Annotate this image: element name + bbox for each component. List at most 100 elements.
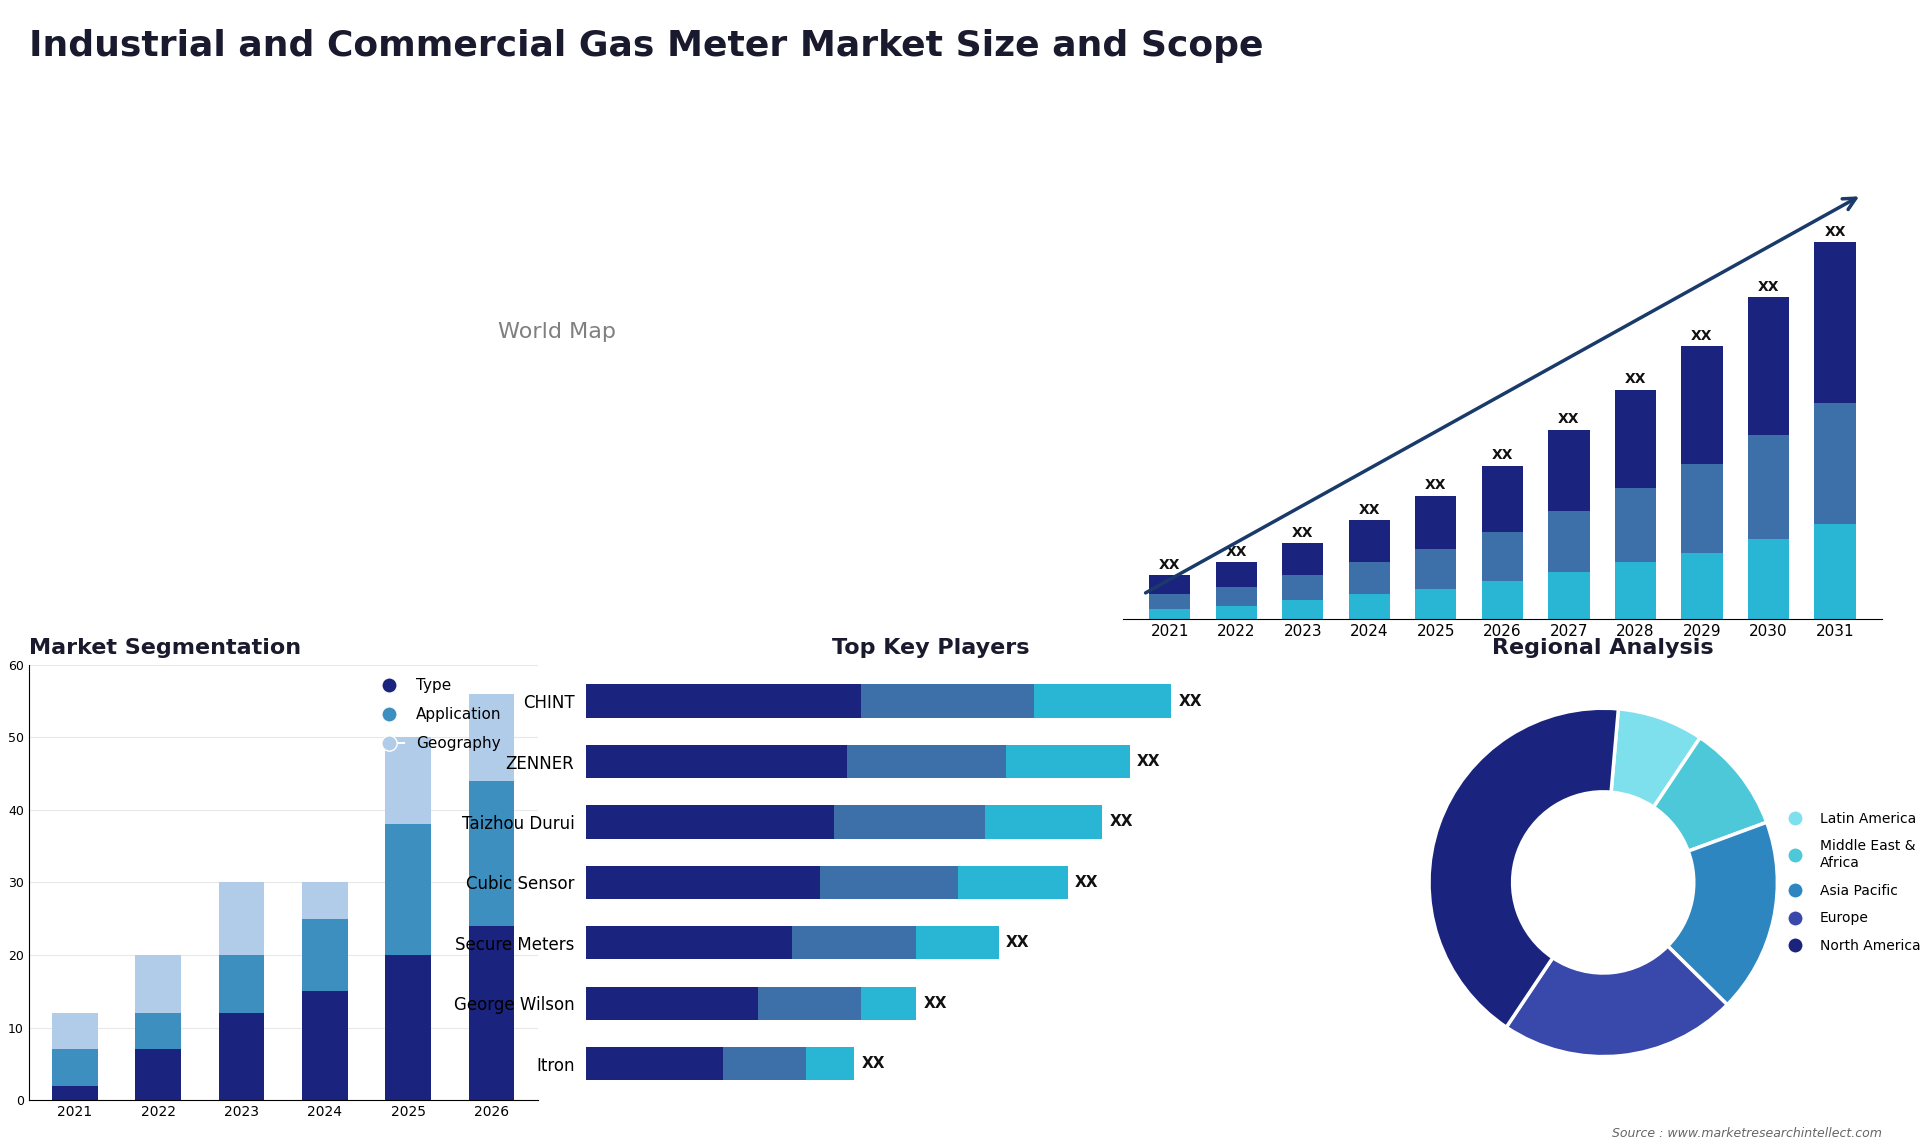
Bar	[301, 882, 348, 919]
Bar	[1682, 346, 1722, 464]
Bar	[1548, 572, 1590, 619]
Bar	[1814, 403, 1855, 524]
Wedge shape	[1428, 708, 1619, 1027]
Bar	[1283, 543, 1323, 575]
Bar	[1415, 549, 1457, 589]
Bar	[586, 987, 758, 1020]
Text: XX: XX	[862, 1057, 885, 1072]
Bar	[1615, 488, 1657, 562]
Legend: Type, Application, Geography: Type, Application, Geography	[367, 673, 507, 758]
Bar	[586, 684, 862, 717]
Bar	[1150, 610, 1190, 619]
Wedge shape	[1507, 945, 1728, 1057]
Text: XX: XX	[1692, 329, 1713, 343]
Bar	[586, 865, 820, 900]
Bar	[985, 806, 1102, 839]
Text: XX: XX	[924, 996, 947, 1011]
Bar	[1150, 595, 1190, 610]
Bar	[862, 684, 1033, 717]
Text: Source : www.marketresearchintellect.com: Source : www.marketresearchintellect.com	[1611, 1128, 1882, 1140]
Bar	[386, 955, 432, 1100]
Text: XX: XX	[1824, 225, 1845, 238]
Bar	[862, 987, 916, 1020]
Title: Regional Analysis: Regional Analysis	[1492, 637, 1715, 658]
Text: XX: XX	[1075, 874, 1098, 890]
Legend: Latin America, Middle East &
Africa, Asia Pacific, Europe, North America: Latin America, Middle East & Africa, Asi…	[1776, 806, 1920, 959]
Bar	[1150, 575, 1190, 595]
Bar	[1682, 552, 1722, 619]
Text: XX: XX	[1757, 280, 1780, 293]
Text: XX: XX	[1292, 526, 1313, 540]
Bar	[833, 806, 985, 839]
Text: XX: XX	[1225, 544, 1248, 558]
Bar	[386, 824, 432, 955]
Bar	[52, 1050, 98, 1085]
Bar	[219, 882, 265, 955]
Bar	[386, 737, 432, 824]
Bar	[586, 806, 833, 839]
Bar	[1548, 511, 1590, 572]
Text: XX: XX	[1006, 935, 1029, 950]
Text: XX: XX	[1624, 372, 1645, 386]
Bar	[1215, 587, 1258, 605]
Bar	[134, 1050, 180, 1100]
Bar	[806, 1047, 854, 1081]
Bar	[1747, 297, 1789, 435]
Text: XX: XX	[1492, 448, 1513, 462]
Bar	[1215, 605, 1258, 619]
Text: Market Segmentation: Market Segmentation	[29, 637, 301, 658]
Bar	[1747, 540, 1789, 619]
Bar	[586, 1047, 724, 1081]
Bar	[1348, 562, 1390, 595]
Bar	[52, 1085, 98, 1100]
Bar	[1415, 496, 1457, 549]
Wedge shape	[1668, 823, 1778, 1005]
Bar	[1482, 532, 1523, 581]
Bar	[793, 926, 916, 959]
Text: XX: XX	[1160, 558, 1181, 572]
Bar	[301, 991, 348, 1100]
Bar	[958, 865, 1068, 900]
Bar	[1033, 684, 1171, 717]
Text: XX: XX	[1359, 503, 1380, 517]
Bar	[1814, 242, 1855, 403]
Text: XX: XX	[1425, 478, 1446, 493]
Bar	[1747, 435, 1789, 540]
Bar	[820, 865, 958, 900]
Bar	[1682, 464, 1722, 552]
Bar	[219, 1013, 265, 1100]
Bar	[1348, 520, 1390, 562]
Bar	[1283, 575, 1323, 599]
Bar	[219, 955, 265, 1013]
Wedge shape	[1611, 709, 1699, 807]
Text: XX: XX	[1559, 413, 1580, 426]
Text: World Map: World Map	[497, 322, 616, 343]
Bar	[724, 1047, 806, 1081]
Bar	[468, 926, 515, 1100]
Wedge shape	[1653, 738, 1766, 851]
Bar	[468, 780, 515, 926]
Bar	[1215, 562, 1258, 587]
Bar	[586, 745, 847, 778]
Text: XX: XX	[1179, 693, 1202, 708]
Bar	[1615, 390, 1657, 488]
Bar	[52, 1013, 98, 1050]
Bar	[586, 926, 793, 959]
Bar	[134, 955, 180, 1013]
Bar	[301, 919, 348, 991]
Bar	[134, 1013, 180, 1050]
Bar	[847, 745, 1006, 778]
Bar	[1415, 589, 1457, 619]
Bar	[1348, 595, 1390, 619]
Text: XX: XX	[1137, 754, 1160, 769]
Title: Top Key Players: Top Key Players	[833, 637, 1029, 658]
Bar	[1548, 430, 1590, 511]
Bar	[916, 926, 998, 959]
Bar	[1814, 524, 1855, 619]
Bar	[1006, 745, 1131, 778]
Bar	[1283, 599, 1323, 619]
Bar	[1615, 562, 1657, 619]
Bar	[1482, 465, 1523, 532]
Bar	[1482, 581, 1523, 619]
Bar	[758, 987, 862, 1020]
